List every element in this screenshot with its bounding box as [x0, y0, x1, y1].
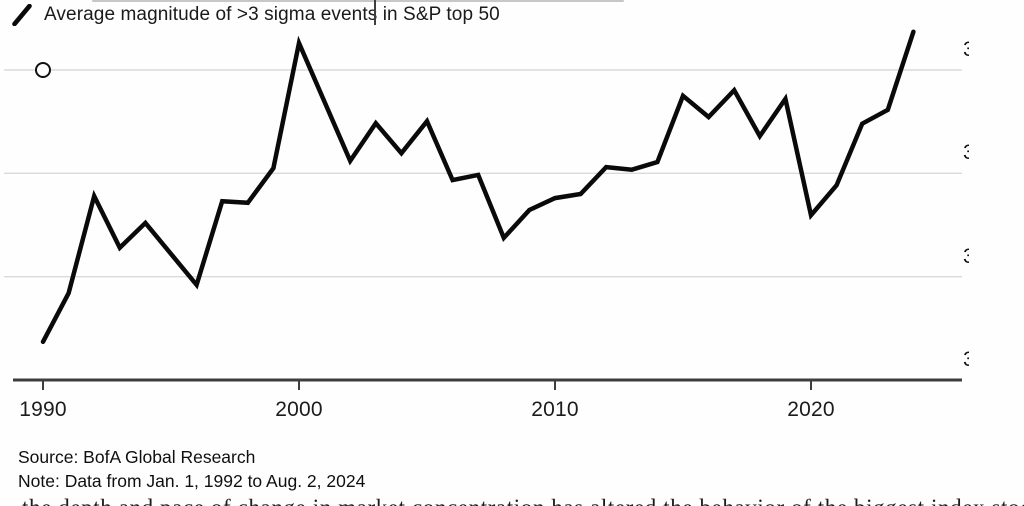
y-tick-label-clipped: 3: [963, 348, 969, 371]
chart-legend: Average magnitude of >3 sigma events in …: [12, 3, 500, 27]
clipped-serif-text-fragment: the depth and pace of change in market c…: [22, 495, 1024, 506]
line-series-swatch-icon: [12, 4, 32, 26]
chart-line: [40, 29, 916, 345]
cropped-text-artifact: [92, 0, 624, 2]
y-tick-label-clipped: 3: [963, 38, 969, 61]
x-tick-label: 1990: [19, 398, 67, 421]
chart-title: Average magnitude of >3 sigma events in …: [44, 4, 500, 25]
line-chart-canvas: [4, 29, 962, 390]
y-tick-label-clipped: 3: [963, 141, 969, 165]
y-tick-label-clipped: 3: [963, 244, 969, 268]
text-cursor-artifact: [374, 0, 376, 25]
x-tick-label: 2010: [531, 398, 579, 421]
chart-footer: Source: BofA Global Research Note: Data …: [18, 446, 365, 493]
x-tick-label: 2000: [275, 398, 323, 421]
source-text: Source: BofA Global Research: [18, 447, 256, 467]
x-tick-label: 2020: [787, 398, 835, 421]
note-text: Note: Data from Jan. 1, 1992 to Aug. 2, …: [18, 470, 366, 491]
open-circle-marker: [35, 62, 51, 79]
